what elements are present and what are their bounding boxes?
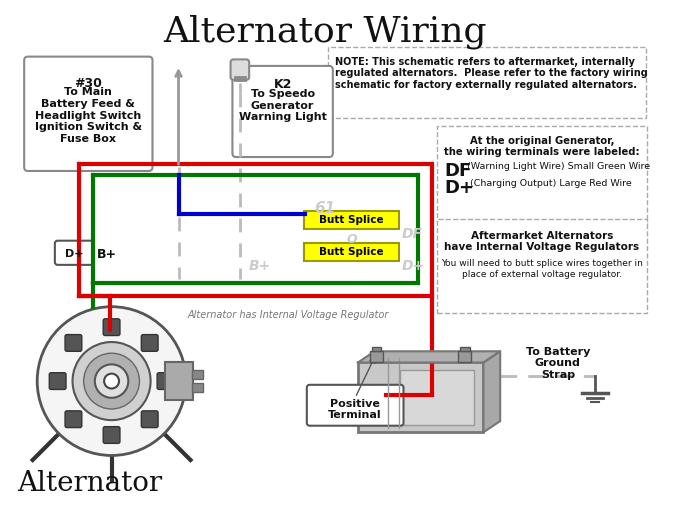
Text: You will need to butt splice wires together in
place of external voltage regulat: You will need to butt splice wires toget… bbox=[441, 259, 643, 278]
FancyBboxPatch shape bbox=[25, 58, 153, 172]
FancyBboxPatch shape bbox=[328, 48, 646, 119]
Bar bbox=[460, 347, 470, 352]
Text: K2: K2 bbox=[274, 78, 292, 91]
Text: D+: D+ bbox=[444, 179, 475, 197]
Text: Butt Splice: Butt Splice bbox=[319, 247, 384, 257]
Circle shape bbox=[73, 343, 150, 420]
Circle shape bbox=[37, 307, 186, 456]
Polygon shape bbox=[484, 352, 500, 432]
Bar bbox=[458, 352, 471, 363]
FancyBboxPatch shape bbox=[230, 60, 249, 81]
FancyBboxPatch shape bbox=[55, 241, 94, 265]
Bar bbox=[192, 383, 203, 392]
Bar bbox=[400, 370, 474, 425]
FancyBboxPatch shape bbox=[141, 335, 158, 352]
Text: At the original Generator,
the wiring terminals were labeled:: At the original Generator, the wiring te… bbox=[444, 135, 640, 157]
Text: O: O bbox=[346, 233, 357, 246]
Circle shape bbox=[84, 353, 139, 409]
Text: (Charging Output) Large Red Wire: (Charging Output) Large Red Wire bbox=[467, 179, 631, 188]
Polygon shape bbox=[358, 352, 500, 363]
FancyBboxPatch shape bbox=[65, 335, 82, 352]
Text: Alternator: Alternator bbox=[17, 469, 162, 496]
Text: Alternator Wiring: Alternator Wiring bbox=[164, 15, 487, 49]
Bar bbox=[192, 370, 203, 380]
Text: NOTE: This schematic refers to aftermarket, internally
regulated alternators.  P: NOTE: This schematic refers to aftermark… bbox=[335, 56, 648, 90]
Text: Positive
Terminal: Positive Terminal bbox=[328, 398, 382, 419]
Text: D+: D+ bbox=[402, 259, 425, 273]
Bar bbox=[370, 352, 383, 363]
Text: Aftermarket Alternators
have Internal Voltage Regulators: Aftermarket Alternators have Internal Vo… bbox=[444, 230, 640, 251]
Text: (Warning Light Wire) Small Green Wire: (Warning Light Wire) Small Green Wire bbox=[464, 161, 650, 171]
FancyBboxPatch shape bbox=[304, 212, 399, 229]
Text: To Main
Battery Feed &
Headlight Switch
Ignition Switch &
Fuse Box: To Main Battery Feed & Headlight Switch … bbox=[35, 87, 142, 144]
Bar bbox=[358, 363, 484, 432]
Bar bbox=[372, 347, 382, 352]
FancyBboxPatch shape bbox=[437, 127, 647, 223]
FancyBboxPatch shape bbox=[437, 220, 647, 314]
Text: B+: B+ bbox=[97, 248, 117, 261]
FancyBboxPatch shape bbox=[65, 411, 82, 428]
Text: D+: D+ bbox=[65, 248, 83, 258]
Text: Butt Splice: Butt Splice bbox=[319, 214, 384, 224]
FancyBboxPatch shape bbox=[307, 385, 403, 426]
Text: Alternator has Internal Voltage Regulator: Alternator has Internal Voltage Regulato… bbox=[188, 309, 389, 319]
FancyBboxPatch shape bbox=[141, 411, 158, 428]
Text: DF: DF bbox=[402, 227, 423, 240]
Circle shape bbox=[94, 364, 128, 398]
FancyBboxPatch shape bbox=[49, 373, 66, 390]
FancyBboxPatch shape bbox=[232, 67, 332, 158]
Bar bbox=[165, 363, 193, 400]
FancyBboxPatch shape bbox=[103, 427, 120, 443]
Circle shape bbox=[104, 374, 119, 389]
FancyBboxPatch shape bbox=[103, 319, 120, 336]
Text: To Battery
Ground
Strap: To Battery Ground Strap bbox=[526, 346, 590, 379]
FancyBboxPatch shape bbox=[157, 373, 174, 390]
Text: To Speedo
Generator
Warning Light: To Speedo Generator Warning Light bbox=[239, 89, 327, 122]
Text: #30: #30 bbox=[74, 77, 102, 90]
Text: 61: 61 bbox=[314, 201, 335, 215]
Text: DF: DF bbox=[444, 161, 472, 179]
Text: B+: B+ bbox=[249, 259, 272, 273]
FancyBboxPatch shape bbox=[304, 244, 399, 262]
